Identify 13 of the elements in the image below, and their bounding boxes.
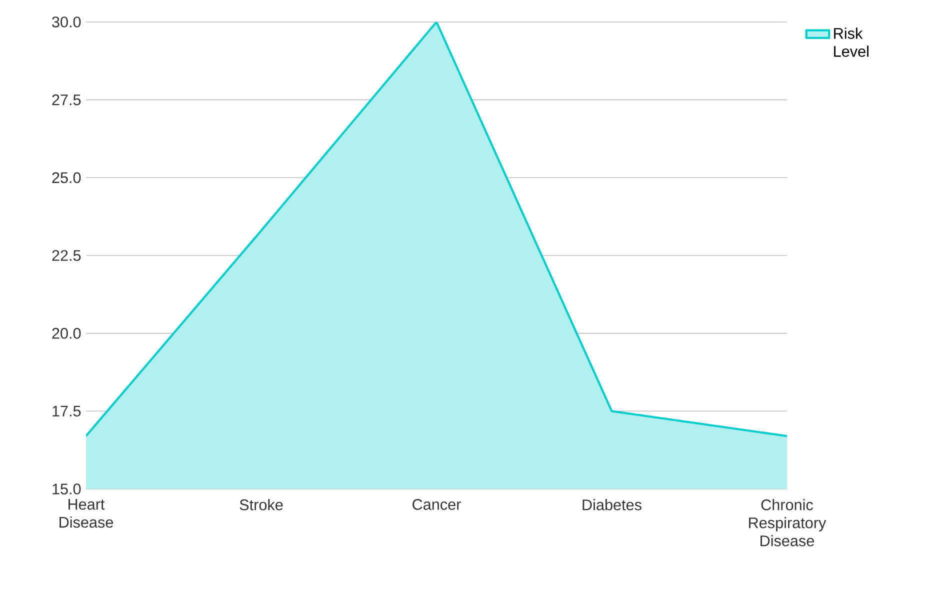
x-tick-label: Heart Disease — [60, 499, 114, 528]
x-tick-label: Cancer — [412, 499, 461, 510]
y-tick-label: 15.0 — [52, 484, 81, 494]
y-tick-label: 17.5 — [52, 406, 81, 417]
x-tick-label: Stroke — [240, 499, 283, 510]
y-tick-label: 30.0 — [52, 16, 81, 28]
y-tick-label: 25.0 — [52, 172, 81, 184]
y-tick-label: 22.5 — [52, 250, 81, 261]
y-tick-label: 20.0 — [52, 328, 81, 339]
x-tick-label: Diabetes — [582, 499, 642, 510]
y-tick-label: 27.5 — [52, 94, 81, 106]
x-tick-label: Chronic Respiratory Disease — [749, 499, 826, 546]
legend-label: Risk Level — [834, 28, 868, 57]
